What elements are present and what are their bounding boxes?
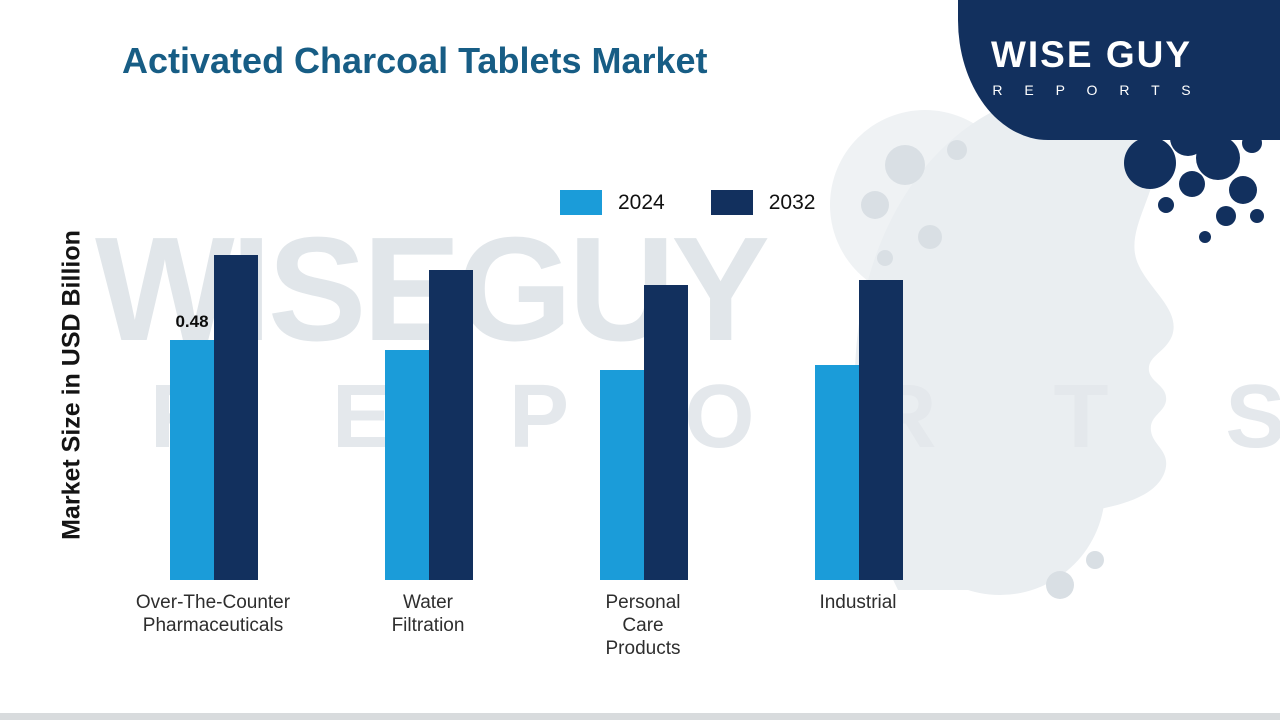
decoration-circle: [895, 385, 1105, 595]
bar-2032-category-2: [429, 270, 473, 580]
bar-group-1: [170, 255, 258, 580]
bar-2024-category-4: [815, 365, 859, 580]
legend-swatch-2032: [710, 190, 753, 215]
bar-2024-category-3: [600, 370, 644, 580]
bar-group-4: [815, 280, 903, 580]
bottom-strip-decoration: [0, 713, 1280, 720]
bar-2024-category-1: [170, 340, 214, 580]
gray-dot-cluster: [861, 140, 1104, 599]
legend-swatch-2024: [560, 190, 602, 215]
logo-wordmark: WISE GUY: [990, 34, 1193, 75]
bar-value-label: 0.48: [175, 312, 209, 331]
chart-legend: 2024 2032: [560, 190, 815, 215]
wise-guy-reports-logo: WISE GUY R E P O R T S: [958, 0, 1280, 140]
legend-label-2032: 2032: [768, 190, 816, 214]
bar-2032-category-1: [214, 255, 258, 580]
bar-group-3: [600, 285, 688, 580]
legend-item-2024: 2024: [560, 190, 665, 215]
bar-group-2: [385, 270, 473, 580]
bar-2032-category-4: [859, 280, 903, 580]
watermark-reports: R E P O R T S: [150, 367, 1280, 467]
logo-subtitle: R E P O R T S: [992, 82, 1200, 98]
page-title: Activated Charcoal Tablets Market: [122, 40, 708, 81]
legend-label-2024: 2024: [618, 190, 665, 214]
bar-2032-category-3: [644, 285, 688, 580]
bar-2024-category-2: [385, 350, 429, 580]
bar-chart-plot-area: 0.48: [0, 200, 960, 580]
legend-item-2032: 2032: [710, 190, 816, 215]
